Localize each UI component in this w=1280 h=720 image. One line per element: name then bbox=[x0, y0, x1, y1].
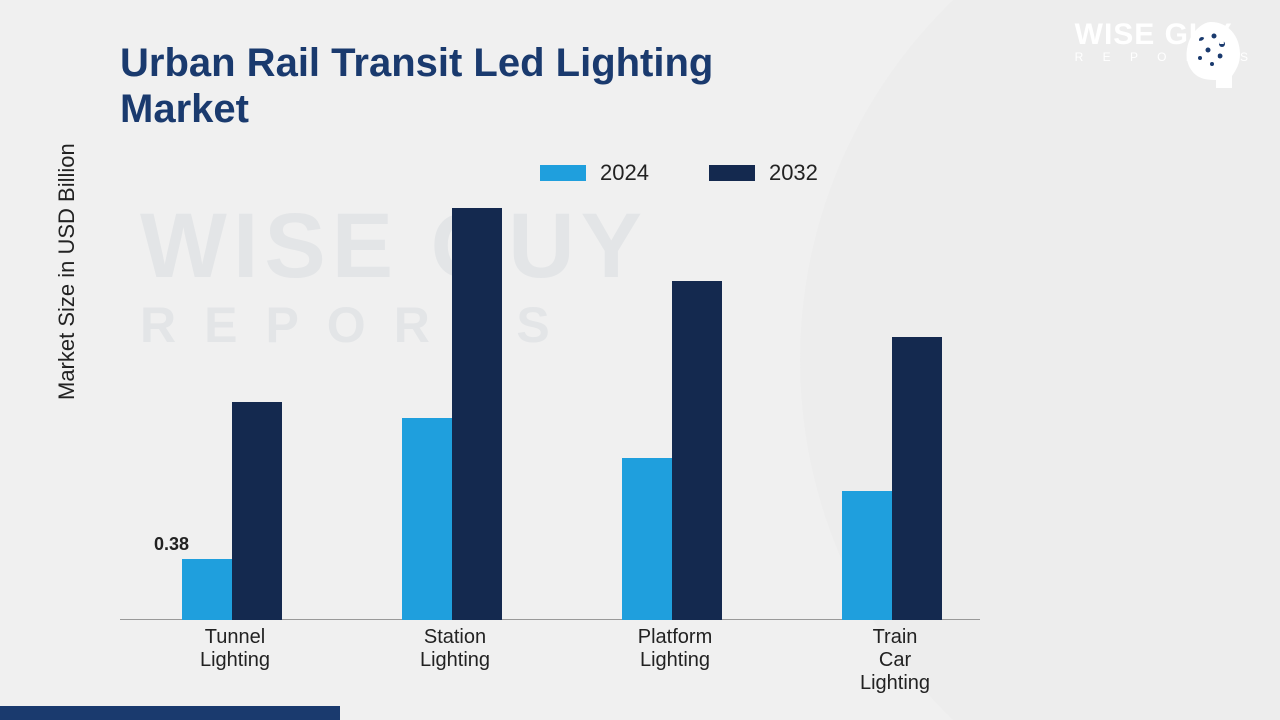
legend-label: 2032 bbox=[769, 160, 818, 186]
category-label: TrainCarLighting bbox=[820, 626, 970, 695]
category-label: TunnelLighting bbox=[160, 626, 310, 672]
y-axis-label: Market Size in USD Billion bbox=[54, 143, 80, 400]
bar-series-a bbox=[842, 491, 892, 620]
bar-series-b bbox=[892, 337, 942, 620]
plot-area: 0.38TunnelLightingStationLightingPlatfor… bbox=[120, 200, 980, 620]
bar-series-b bbox=[672, 281, 722, 620]
legend-label: 2024 bbox=[600, 160, 649, 186]
legend: 2024 2032 bbox=[540, 160, 818, 186]
chart-title: Urban Rail Transit Led Lighting Market bbox=[120, 40, 840, 132]
bar-value-label: 0.38 bbox=[154, 534, 189, 555]
legend-swatch bbox=[540, 165, 586, 181]
footer-bar bbox=[0, 706, 340, 720]
legend-swatch bbox=[709, 165, 755, 181]
brand-logo-line1: WISE GUY bbox=[1075, 18, 1256, 52]
bar-series-b bbox=[232, 402, 282, 620]
bar-series-a bbox=[182, 559, 232, 620]
bar-series-a bbox=[402, 418, 452, 620]
category-label: StationLighting bbox=[380, 626, 530, 672]
brand-logo: WISE GUY R E P O R T S bbox=[1075, 18, 1256, 64]
bar-series-b bbox=[452, 208, 502, 620]
legend-item-2024: 2024 bbox=[540, 160, 649, 186]
category-label: PlatformLighting bbox=[600, 626, 750, 672]
legend-item-2032: 2032 bbox=[709, 160, 818, 186]
brand-logo-line2: R E P O R T S bbox=[1075, 50, 1256, 64]
bar-series-a bbox=[622, 458, 672, 620]
chart-stage: Urban Rail Transit Led Lighting Market W… bbox=[0, 0, 1280, 720]
